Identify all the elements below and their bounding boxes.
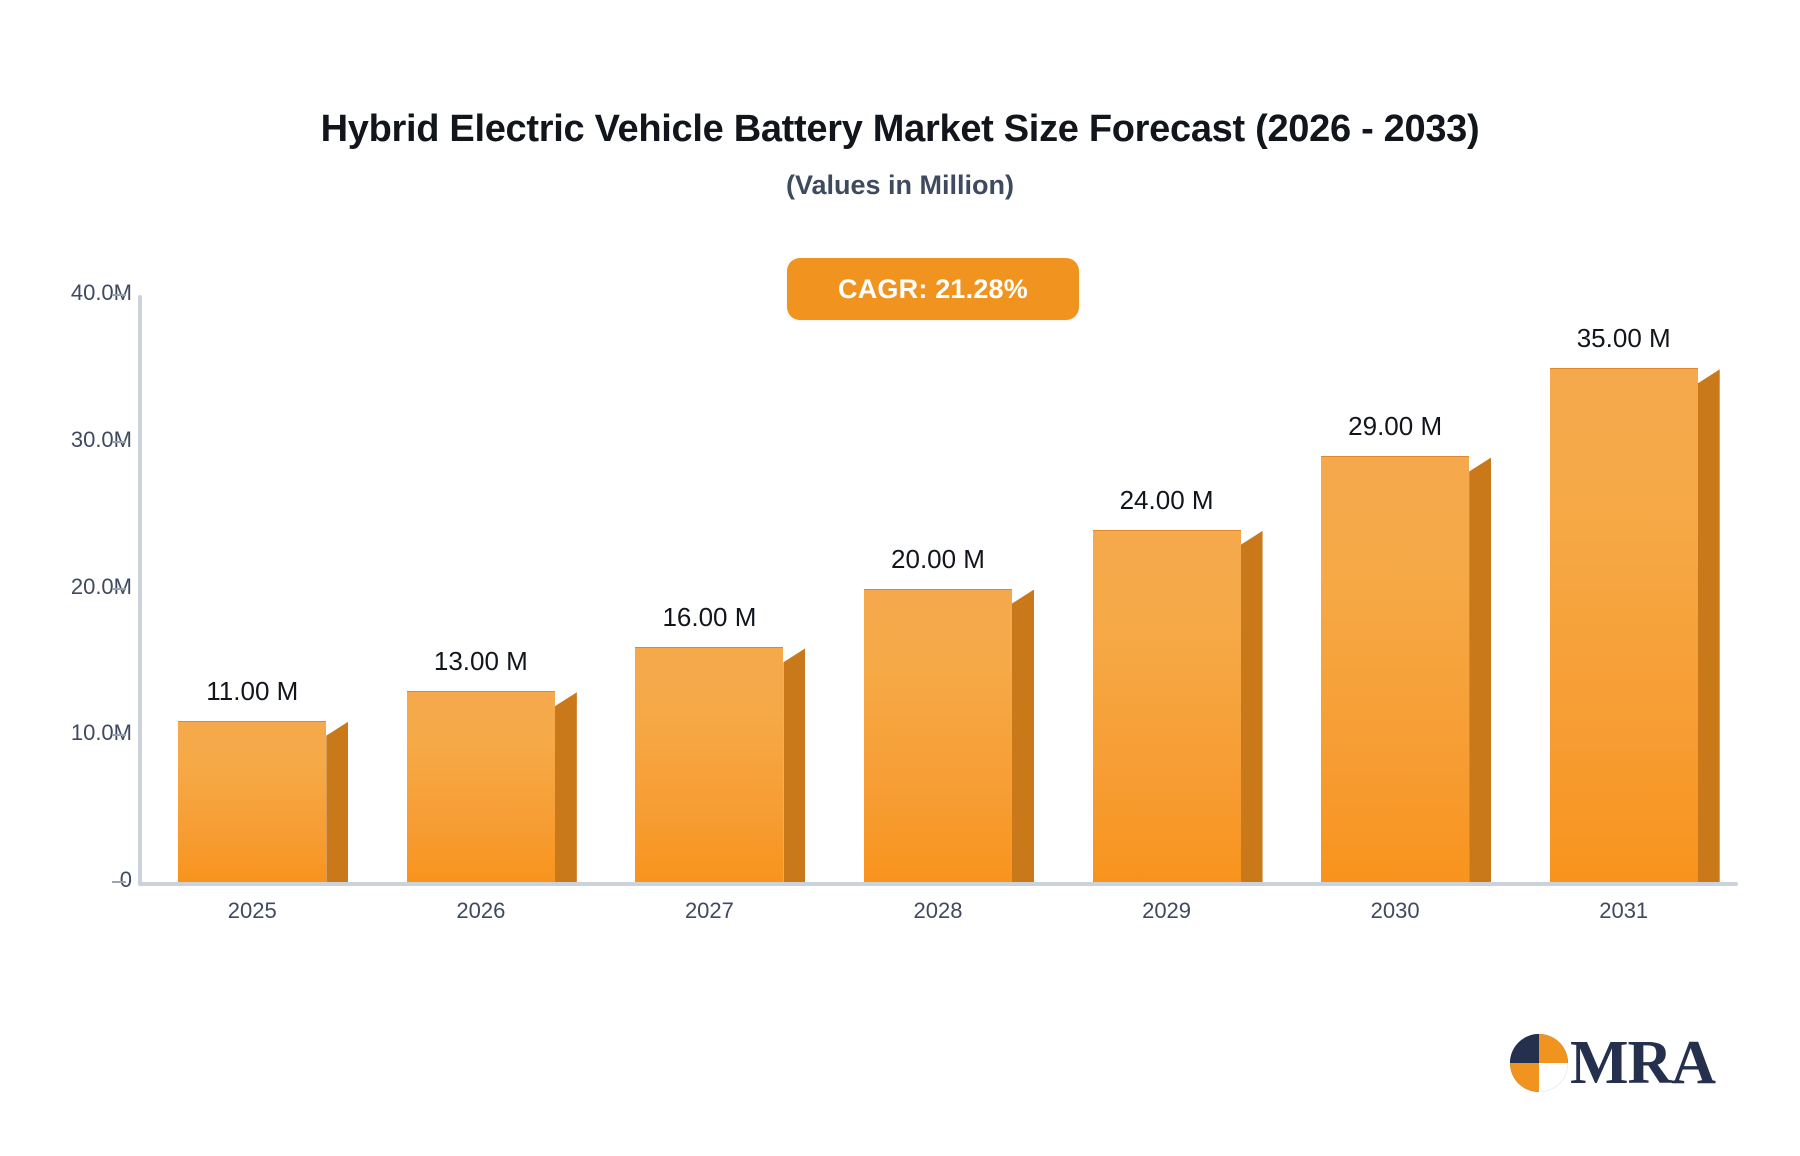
y-axis-tick-label: 40.0M — [70, 280, 132, 305]
plot-area: 11.00 M 2025 13.00 M 2026 16.00 M 2027 20.00 M… — [138, 248, 1738, 923]
bar-value-label: 11.00 M — [206, 675, 299, 706]
y-axis-tick-label: 20.0M — [70, 573, 132, 599]
x-axis-line — [138, 882, 1738, 886]
bar-value-label: 16.00 M — [662, 602, 757, 633]
y-axis-tick-mark — [112, 294, 126, 296]
bar-group[interactable]: 35.00 M — [1549, 323, 1720, 882]
bar-group[interactable]: 29.00 M — [1321, 411, 1492, 882]
x-axis-tick-label: 2031 — [1599, 898, 1649, 923]
pie-chart-icon — [1510, 1034, 1568, 1092]
bar-group[interactable]: 24.00 M — [1092, 485, 1263, 882]
x-axis-tick-label: 2027 — [684, 898, 734, 923]
x-axis-tick-label: 2029 — [1142, 898, 1192, 923]
bar-side-3d — [554, 692, 577, 882]
bar-side-3d — [783, 648, 806, 882]
mra-logo: MRA — [1510, 1029, 1716, 1097]
y-axis-tick-label: 0 — [119, 867, 132, 892]
bar-side-3d — [1697, 369, 1720, 882]
bar-side-3d — [326, 721, 349, 882]
bar-value-label: 13.00 M — [433, 646, 528, 677]
cagr-badge: CAGR: 21.28% — [787, 258, 1079, 320]
bar-face[interactable] — [1321, 456, 1470, 882]
x-axis-tick-label: 2026 — [456, 898, 506, 923]
bar-series: 11.00 M 2025 13.00 M 2026 16.00 M 2027 20.00 M… — [138, 248, 1738, 923]
bar-side-3d — [1469, 457, 1492, 882]
bar-face[interactable] — [178, 720, 327, 882]
bar-face[interactable] — [635, 647, 784, 882]
bar-value-label: 20.00 M — [891, 543, 985, 574]
cagr-badge-label: CAGR: 21.28% — [838, 273, 1028, 304]
y-axis-tick-mark — [112, 587, 126, 590]
bar-value-label: 24.00 M — [1119, 484, 1214, 515]
y-axis-line — [138, 295, 142, 885]
x-axis-tick-label: 2025 — [227, 898, 277, 923]
bar-group[interactable]: 11.00 M — [178, 676, 349, 882]
logo-text: MRA — [1570, 1029, 1716, 1097]
bar-group[interactable]: 20.00 M — [864, 544, 1034, 882]
bar-group[interactable]: 13.00 M — [406, 646, 577, 882]
chart-subtitle: (Values in Million) — [785, 170, 1015, 200]
y-axis-tick-label: 10.0M — [70, 720, 132, 746]
bar-side-3d — [1012, 589, 1034, 882]
y-axis-tick-label: 30.0M — [70, 426, 132, 452]
bar-value-label: 29.00 M — [1348, 411, 1443, 442]
x-axis-tick-label: 2028 — [913, 898, 963, 923]
y-axis-tick-mark — [112, 734, 126, 737]
bar-side-3d — [1240, 530, 1263, 882]
y-axis-tick-mark — [112, 440, 126, 443]
bar-face[interactable] — [864, 588, 1012, 882]
bar-face[interactable] — [1549, 368, 1698, 882]
bar-face[interactable] — [406, 691, 555, 882]
bar-group[interactable]: 16.00 M — [635, 602, 806, 882]
x-axis-tick-label: 2030 — [1370, 898, 1420, 923]
bar-face[interactable] — [1092, 529, 1241, 882]
bar-value-label: 35.00 M — [1576, 323, 1671, 354]
y-axis-tick-mark — [112, 881, 126, 883]
page-title: Hybrid Electric Vehicle Battery Market S… — [320, 108, 1480, 150]
